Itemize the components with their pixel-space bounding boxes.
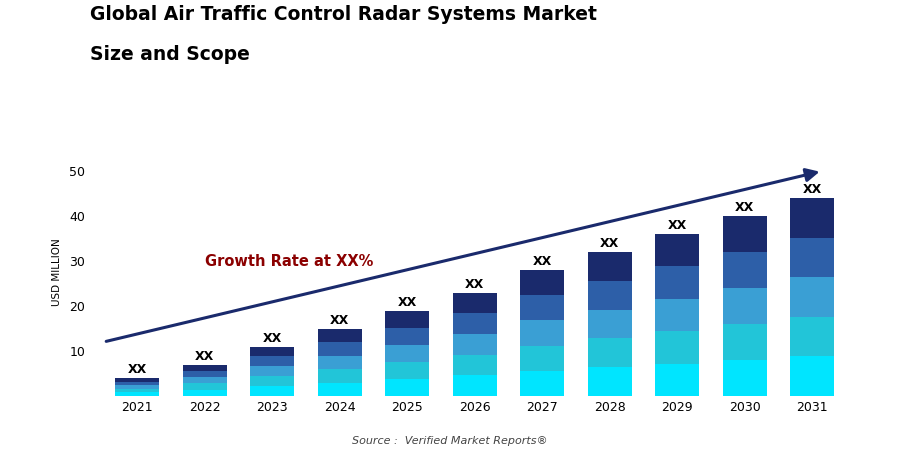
Bar bbox=[655, 331, 699, 364]
Bar bbox=[588, 252, 632, 281]
Text: XX: XX bbox=[398, 296, 417, 309]
Text: Growth Rate at XX%: Growth Rate at XX% bbox=[205, 253, 374, 269]
Bar bbox=[453, 313, 497, 334]
Bar bbox=[183, 377, 227, 383]
Text: XX: XX bbox=[330, 314, 349, 327]
Bar bbox=[385, 345, 429, 362]
Y-axis label: USD MILLION: USD MILLION bbox=[52, 238, 62, 306]
Bar bbox=[385, 328, 429, 345]
Bar bbox=[250, 356, 294, 366]
Bar bbox=[318, 342, 362, 356]
Bar bbox=[790, 277, 834, 317]
Bar bbox=[250, 346, 294, 356]
Text: Global Air Traffic Control Radar Systems Market: Global Air Traffic Control Radar Systems… bbox=[90, 4, 597, 23]
Bar bbox=[453, 375, 497, 396]
Bar bbox=[250, 376, 294, 386]
Bar bbox=[453, 334, 497, 355]
Bar bbox=[723, 216, 767, 252]
Bar bbox=[790, 317, 834, 356]
Text: Size and Scope: Size and Scope bbox=[90, 45, 250, 64]
Bar bbox=[385, 310, 429, 328]
Bar bbox=[115, 378, 159, 382]
Text: XX: XX bbox=[195, 350, 214, 363]
Bar bbox=[723, 288, 767, 324]
Bar bbox=[183, 383, 227, 390]
Bar bbox=[318, 356, 362, 369]
Bar bbox=[385, 379, 429, 396]
Bar bbox=[250, 386, 294, 396]
Bar bbox=[588, 310, 632, 338]
Bar bbox=[453, 355, 497, 375]
Text: XX: XX bbox=[803, 183, 822, 196]
Bar bbox=[588, 338, 632, 367]
Bar bbox=[183, 371, 227, 377]
Text: XX: XX bbox=[465, 278, 484, 291]
Text: XX: XX bbox=[735, 201, 754, 214]
Bar bbox=[318, 382, 362, 396]
Bar bbox=[115, 382, 159, 385]
Bar bbox=[655, 299, 699, 331]
Bar bbox=[655, 266, 699, 299]
Bar bbox=[723, 360, 767, 396]
Bar bbox=[385, 362, 429, 379]
Bar bbox=[520, 295, 564, 320]
Bar bbox=[655, 234, 699, 266]
Bar bbox=[655, 364, 699, 396]
Bar bbox=[183, 364, 227, 371]
Bar bbox=[318, 328, 362, 342]
Bar bbox=[453, 292, 497, 313]
Bar bbox=[520, 270, 564, 295]
Bar bbox=[115, 392, 159, 396]
Bar bbox=[520, 346, 564, 371]
Text: Source :  Verified Market Reports®: Source : Verified Market Reports® bbox=[352, 436, 548, 446]
Bar bbox=[520, 371, 564, 396]
Bar bbox=[318, 369, 362, 382]
Bar bbox=[115, 385, 159, 389]
Text: XX: XX bbox=[600, 237, 619, 250]
Text: XX: XX bbox=[533, 255, 552, 268]
Text: XX: XX bbox=[128, 363, 147, 376]
Bar bbox=[790, 238, 834, 277]
Bar bbox=[790, 356, 834, 396]
Text: XX: XX bbox=[668, 219, 687, 232]
Bar bbox=[723, 324, 767, 360]
Bar bbox=[790, 198, 834, 238]
Bar bbox=[723, 252, 767, 288]
Bar bbox=[183, 390, 227, 396]
Bar bbox=[115, 389, 159, 392]
Text: XX: XX bbox=[263, 332, 282, 345]
Bar bbox=[520, 320, 564, 346]
Bar bbox=[588, 367, 632, 396]
Bar bbox=[250, 366, 294, 376]
Bar bbox=[588, 281, 632, 310]
